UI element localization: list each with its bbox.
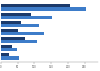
Bar <box>1 21 21 24</box>
Bar <box>1 12 31 16</box>
Bar <box>1 4 70 7</box>
Bar <box>1 56 19 60</box>
Bar <box>1 45 12 48</box>
Bar <box>1 32 44 35</box>
Bar <box>1 7 86 11</box>
Bar <box>1 16 52 19</box>
Bar <box>1 48 17 51</box>
Bar <box>1 24 39 27</box>
Bar <box>1 29 18 32</box>
Bar <box>1 40 37 43</box>
Bar <box>1 53 9 56</box>
Bar <box>1 37 25 40</box>
